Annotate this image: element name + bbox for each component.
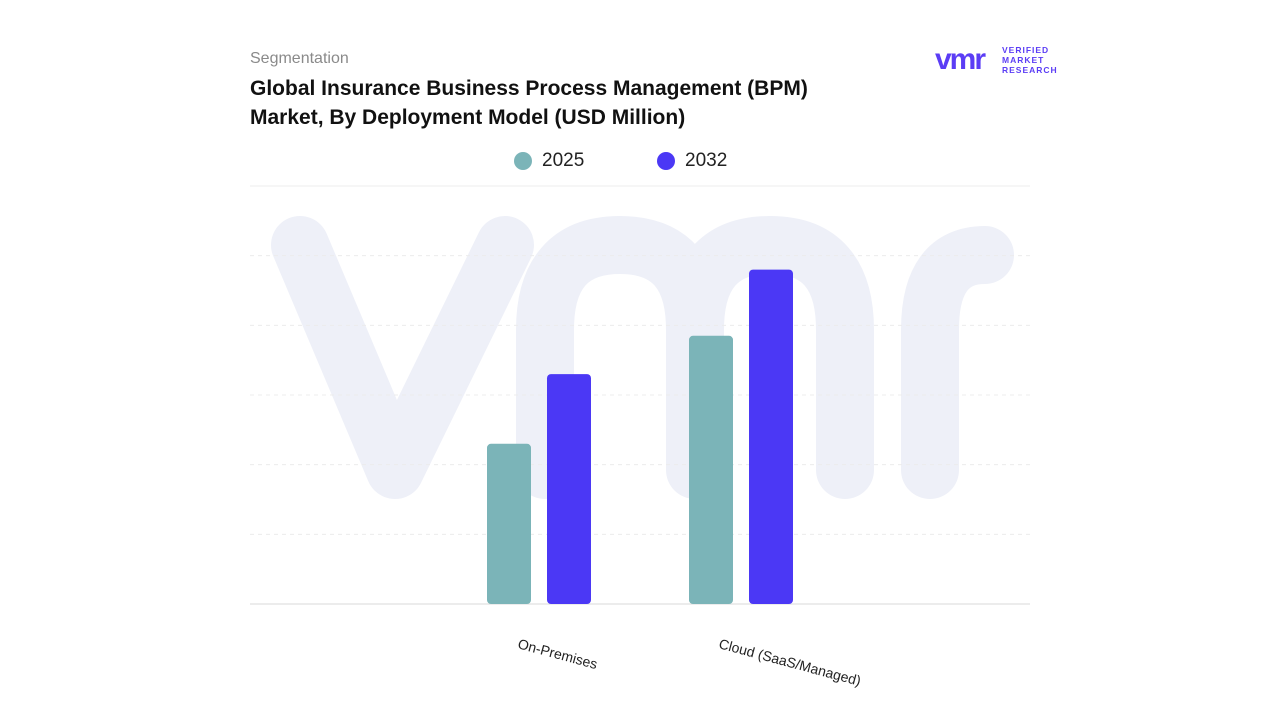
logo-line-3: RESEARCH: [1002, 65, 1058, 75]
grid-lines: [250, 185, 1030, 605]
legend-item-2032: 2032: [657, 150, 727, 172]
vmr-logo: vmr VERIFIED MARKET RESEARCH: [935, 44, 1058, 76]
bar-on-premises-2032: [547, 374, 591, 604]
segment-label: Segmentation: [250, 50, 349, 67]
chart-legend: 2025 2032: [0, 150, 1280, 174]
legend-label-2025: 2025: [542, 150, 585, 171]
legend-marker-2032: [657, 152, 675, 170]
bars: [487, 269, 793, 604]
bar-cloud-saas-managed-2032: [749, 269, 793, 604]
chart-title-line-1: Global Insurance Business Process Manage…: [250, 77, 808, 100]
chart-title-line-2: Market, By Deployment Model (USD Million…: [250, 106, 686, 129]
x-axis-labels: On-Premises Cloud (SaaS/Managed): [516, 635, 862, 688]
logo-mark: vmr: [935, 44, 986, 76]
x-tick-label: Cloud (SaaS/Managed): [717, 635, 862, 688]
logo-line-1: VERIFIED: [1002, 45, 1049, 55]
legend-label-2032: 2032: [685, 150, 728, 171]
legend-marker-2025: [514, 152, 532, 170]
bar-cloud-saas-managed-2025: [689, 335, 733, 604]
legend-item-2025: 2025: [514, 150, 584, 172]
x-tick-label: On-Premises: [516, 635, 599, 672]
chart-title: Global Insurance Business Process Manage…: [250, 74, 850, 132]
watermark-logo: [271, 216, 1014, 499]
bar-on-premises-2025: [487, 443, 531, 604]
logo-line-2: MARKET: [1002, 55, 1044, 65]
